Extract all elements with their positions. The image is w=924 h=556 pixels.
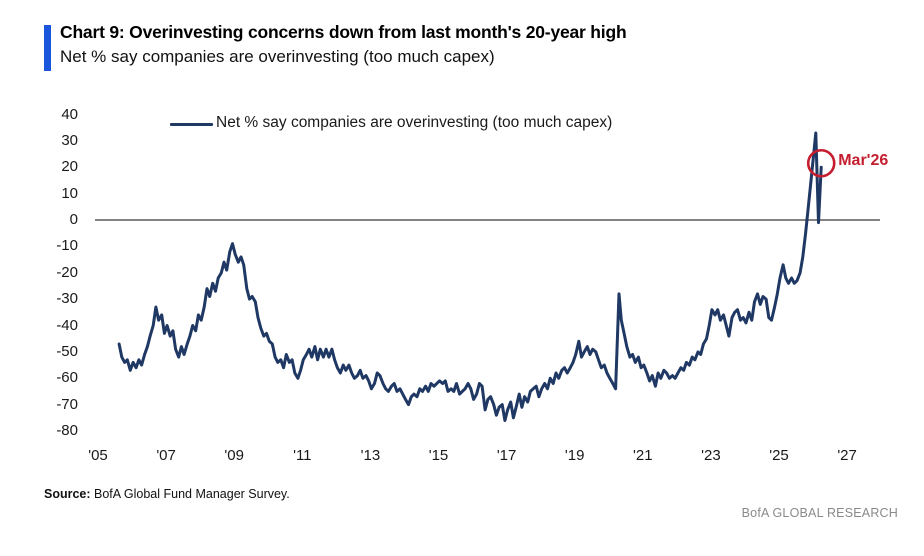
y-tick-label: -10 [56,237,78,255]
source-label: Source: [44,487,91,501]
series-line [117,131,823,422]
annotation-label: Mar'26 [838,152,889,170]
brand-mark: BofA GLOBAL RESEARCH [741,506,898,520]
y-tick-label: 30 [61,131,78,149]
source-note: Source: BofA Global Fund Manager Survey. [44,487,290,501]
y-tick-label: -70 [56,395,78,413]
chart-subtitle: Net % say companies are overinvesting (t… [60,47,495,66]
x-tick-label: '09 [224,447,244,464]
y-tick-label: -60 [56,369,78,387]
x-tick-label: '11 [293,447,312,464]
x-tick-label: '07 [156,447,176,464]
x-tick-label: '15 [428,447,449,464]
x-tick-label: '21 [633,447,653,464]
title-accent-bar [44,25,51,71]
y-tick-label: -20 [56,263,78,281]
y-tick-label: 40 [61,105,78,123]
y-tick-label: 10 [61,184,78,202]
y-tick-label: 20 [61,158,78,176]
y-tick-label: -80 [56,422,78,439]
source-text: BofA Global Fund Manager Survey. [90,487,290,501]
legend-line-swatch [170,123,213,126]
y-tick-label: 0 [69,211,78,228]
x-tick-label: '23 [701,447,721,464]
y-tick-label: -50 [56,342,78,360]
x-tick-label: '27 [837,447,857,464]
y-tick-label: -30 [56,290,78,308]
x-tick-label: '25 [769,447,789,464]
chart-title: Chart 9: Overinvesting concerns down fro… [60,22,627,42]
x-tick-label: '13 [360,447,381,464]
annotation-circle [806,148,836,178]
x-tick-label: '17 [496,447,517,464]
x-tick-label: '05 [88,447,108,464]
legend-label: Net % say companies are overinvesting (t… [216,114,613,131]
x-tick-label: '19 [564,447,585,464]
y-tick-label: -40 [56,316,78,334]
